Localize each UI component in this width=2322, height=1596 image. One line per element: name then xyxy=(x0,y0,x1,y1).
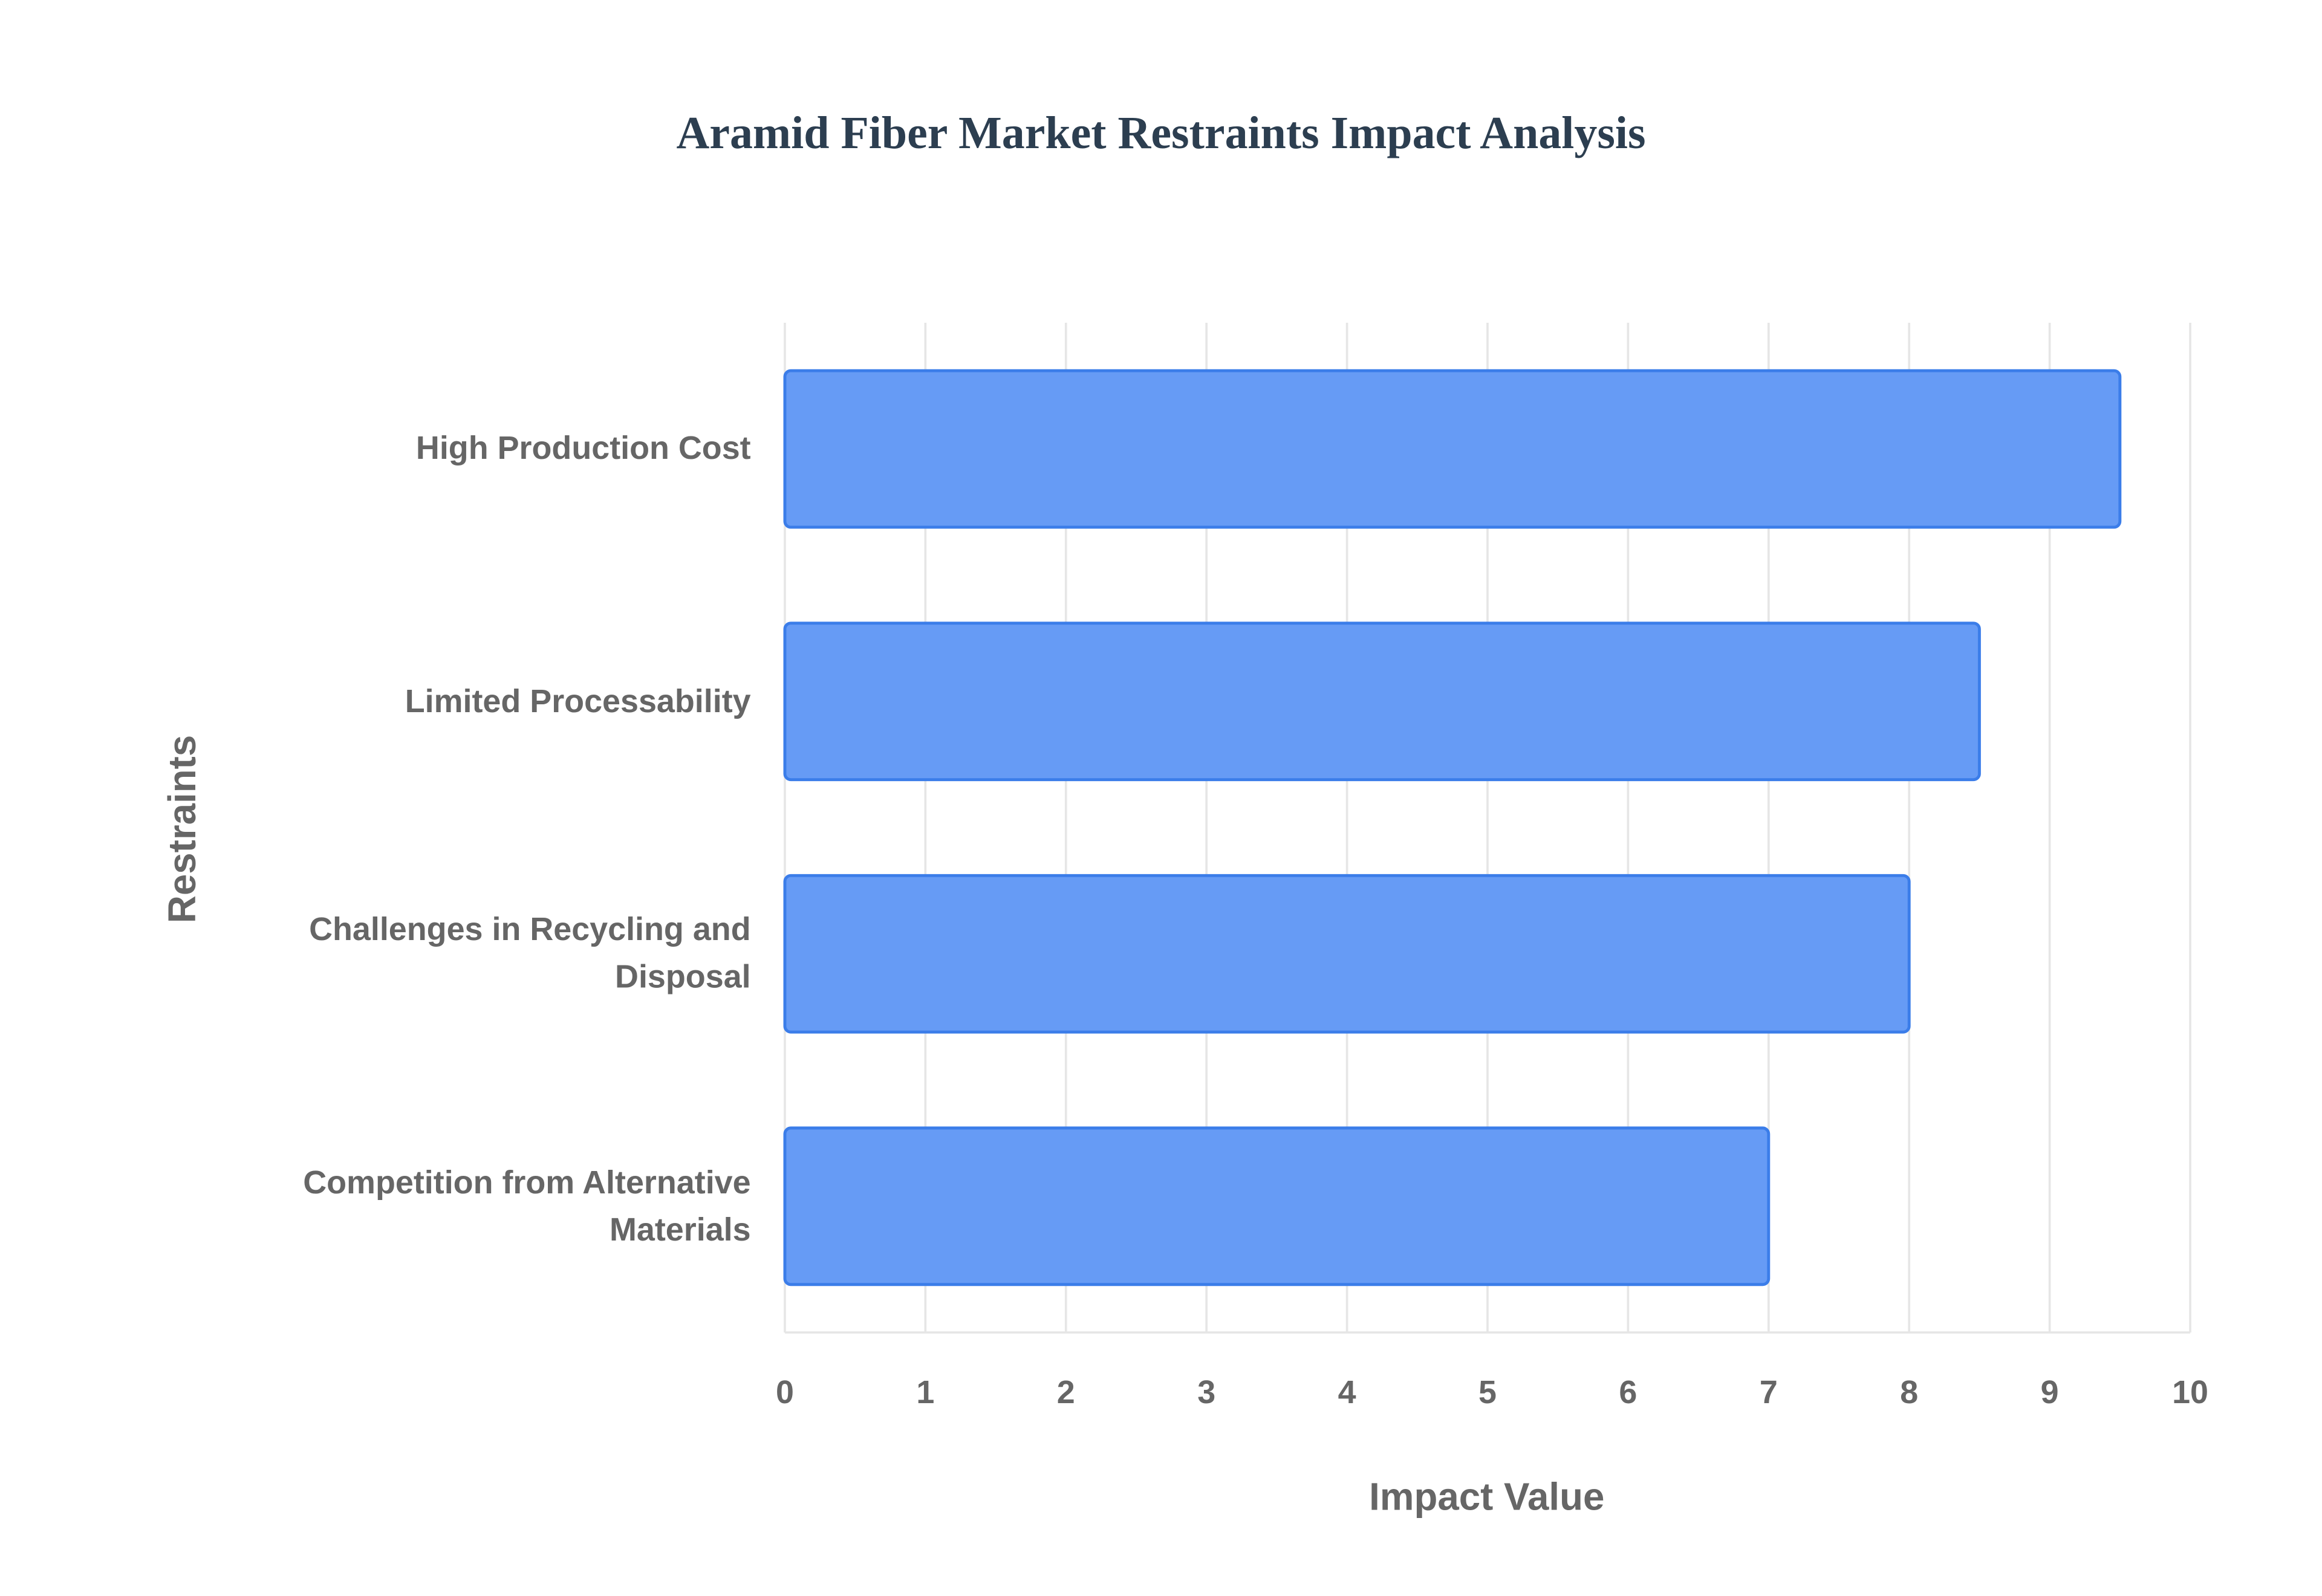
x-tick-label: 10 xyxy=(2172,1374,2208,1410)
bar xyxy=(783,874,1911,1034)
x-tick-label: 3 xyxy=(1197,1374,1215,1410)
x-axis-title: Impact Value xyxy=(1369,1476,1604,1519)
y-tick-label-box: Challenges in Recycling and Disposal xyxy=(309,910,751,996)
y-axis-title: Restraints xyxy=(161,735,204,923)
y-tick-label: Competition from Alternative Materials xyxy=(303,1163,751,1248)
chart-title: Aramid Fiber Market Restraints Impact An… xyxy=(676,108,1645,158)
y-tick-label: Limited Processability xyxy=(405,682,751,719)
y-tick-label: Challenges in Recycling and Disposal xyxy=(309,910,751,996)
x-tick-label: 5 xyxy=(1478,1374,1497,1410)
y-tick-label-box: High Production Cost xyxy=(415,429,751,467)
x-tick-label: 2 xyxy=(1057,1374,1075,1410)
x-tick-label: 0 xyxy=(776,1374,794,1410)
bar xyxy=(783,1126,1771,1286)
x-tick-label: 6 xyxy=(1619,1374,1637,1410)
x-tick-label: 4 xyxy=(1338,1374,1356,1410)
x-tick-label: 9 xyxy=(2041,1374,2059,1410)
y-tick-label-box: Competition from Alternative Materials xyxy=(303,1163,751,1248)
x-tick-label: 7 xyxy=(1760,1374,1778,1410)
bar xyxy=(783,621,1981,782)
y-tick-label-box: Limited Processability xyxy=(405,682,751,719)
x-tick-label: 8 xyxy=(1900,1374,1918,1410)
y-tick-label: High Production Cost xyxy=(415,429,751,467)
x-tick-label: 1 xyxy=(916,1374,934,1410)
bar xyxy=(783,369,2122,529)
